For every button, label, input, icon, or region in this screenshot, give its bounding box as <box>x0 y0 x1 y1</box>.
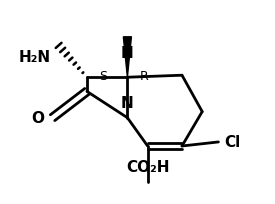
Text: O: O <box>31 111 45 126</box>
Text: CO₂H: CO₂H <box>126 160 169 174</box>
Text: Cl: Cl <box>224 135 241 150</box>
Text: R: R <box>139 69 148 82</box>
Text: N: N <box>121 95 134 110</box>
Text: H₂N: H₂N <box>18 50 51 65</box>
Text: H: H <box>121 46 134 61</box>
Text: S: S <box>99 69 107 82</box>
Polygon shape <box>123 38 131 78</box>
